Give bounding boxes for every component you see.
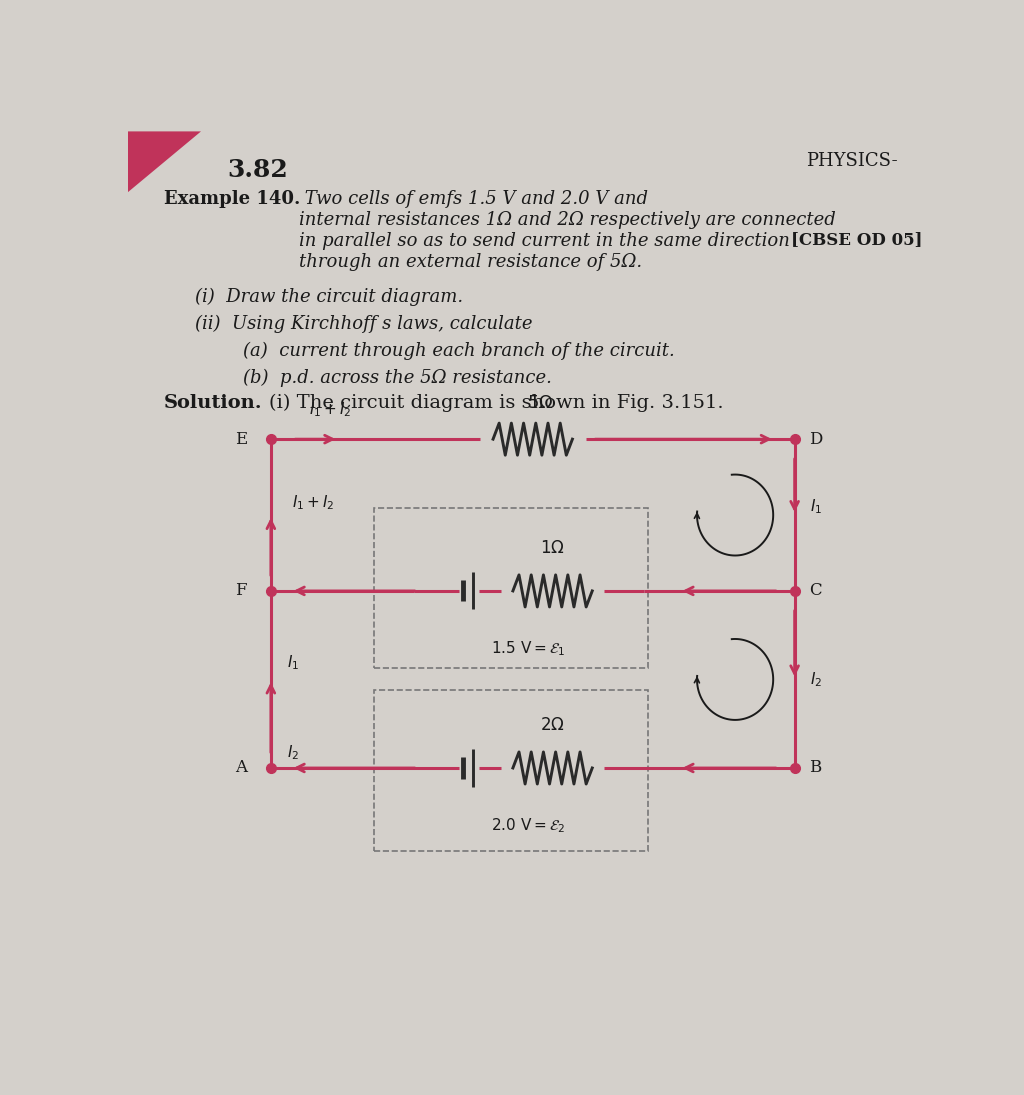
Text: (a)  current through each branch of the circuit.: (a) current through each branch of the c…	[243, 342, 675, 359]
Text: $I_1 + I_2$: $I_1 + I_2$	[309, 400, 351, 419]
Bar	[374, 508, 648, 668]
Text: (i) The circuit diagram is shown in Fig. 3.151.: (i) The circuit diagram is shown in Fig.…	[269, 393, 724, 412]
Text: $I_1$: $I_1$	[811, 497, 822, 516]
Text: 3.82: 3.82	[227, 159, 288, 183]
Text: $1.5\ \mathrm{V} = \mathcal{E}_1$: $1.5\ \mathrm{V} = \mathcal{E}_1$	[492, 639, 566, 658]
Text: (i)  Draw the circuit diagram.: (i) Draw the circuit diagram.	[196, 287, 464, 306]
Bar	[374, 691, 648, 851]
Text: E: E	[234, 430, 247, 448]
Text: $2.0\ \mathrm{V} = \mathcal{E}_2$: $2.0\ \mathrm{V} = \mathcal{E}_2$	[492, 816, 566, 834]
Text: B: B	[809, 760, 821, 776]
Text: F: F	[236, 583, 247, 599]
Text: (ii)  Using Kirchhoff s laws, calculate: (ii) Using Kirchhoff s laws, calculate	[196, 314, 532, 333]
Text: [CBSE OD 05]: [CBSE OD 05]	[791, 231, 923, 247]
Text: Two cells of emfs 1.5 V and 2.0 V and
internal resistances 1Ω and 2Ω respectivel: Two cells of emfs 1.5 V and 2.0 V and in…	[299, 191, 836, 270]
Text: PHYSICS-: PHYSICS-	[806, 152, 898, 171]
Text: $I_2$: $I_2$	[811, 670, 822, 689]
Text: $5\Omega$: $5\Omega$	[527, 394, 554, 412]
Text: (b)  p.d. across the 5Ω resistance.: (b) p.d. across the 5Ω resistance.	[243, 368, 552, 387]
Text: C: C	[809, 583, 821, 599]
Text: $I_1 + I_2$: $I_1 + I_2$	[292, 493, 335, 511]
Text: $1\Omega$: $1\Omega$	[541, 540, 565, 557]
Text: $I_2$: $I_2$	[287, 744, 299, 762]
Text: D: D	[809, 430, 822, 448]
Text: $2\Omega$: $2\Omega$	[541, 717, 565, 735]
Text: $I_1$: $I_1$	[287, 654, 299, 672]
Text: A: A	[236, 760, 247, 776]
Text: Example 140.: Example 140.	[164, 191, 300, 208]
Polygon shape	[128, 131, 201, 192]
Text: Solution.: Solution.	[164, 393, 262, 412]
